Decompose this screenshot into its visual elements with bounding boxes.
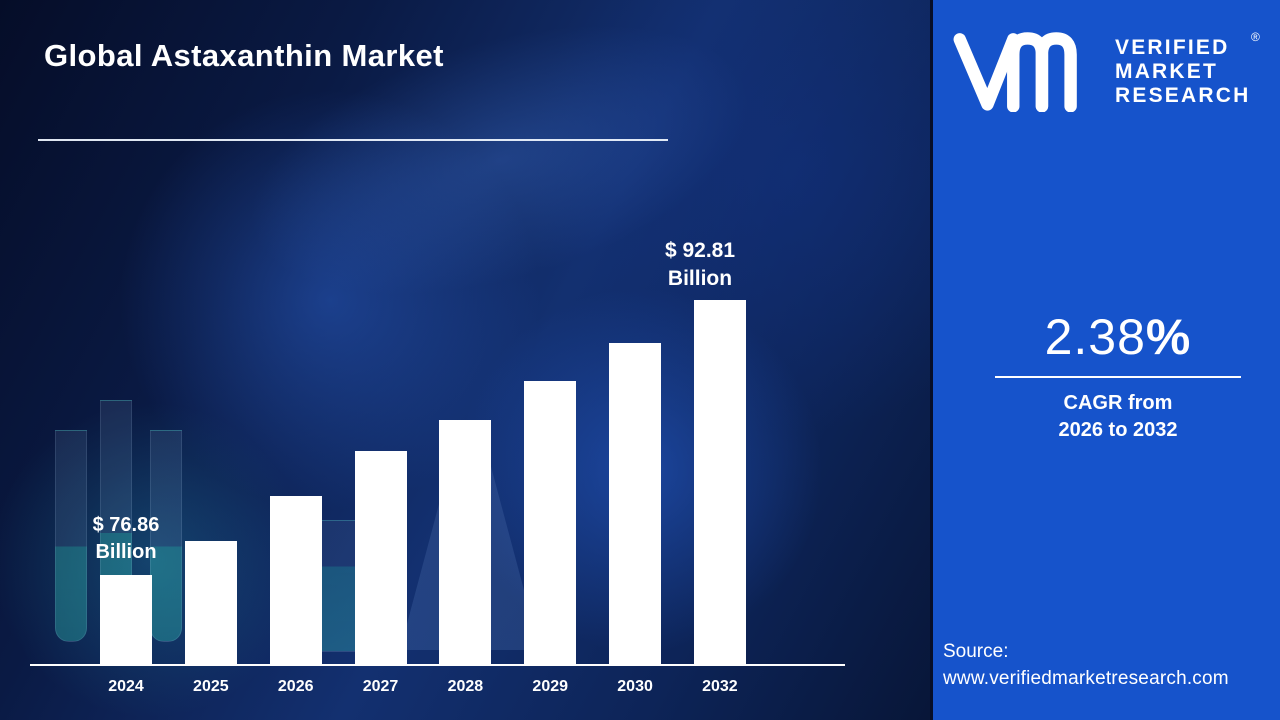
bar xyxy=(269,496,322,665)
x-axis-label: 2030 xyxy=(617,678,653,695)
cagr-value: 2.38% xyxy=(993,308,1243,366)
value-label-line: $ 76.86 xyxy=(92,514,160,536)
cagr-divider xyxy=(995,376,1241,378)
logo-word: MARKET xyxy=(1115,60,1219,83)
value-label-line: $ 92.81 xyxy=(664,239,736,262)
bar xyxy=(524,381,577,665)
x-axis-label: 2032 xyxy=(702,678,738,695)
x-axis-label: 2024 xyxy=(108,678,144,695)
vmr-logo-icon xyxy=(953,32,1077,112)
bar-group: 2028 xyxy=(437,420,493,698)
x-axis-label: 2025 xyxy=(193,678,229,695)
bar xyxy=(439,420,492,665)
cagr-caption: CAGR from 2026 to 2032 xyxy=(995,390,1241,444)
title-underline xyxy=(38,139,668,141)
bar-chart: 2024 2025 2026 2027 2028 2029 2030 2032 xyxy=(98,228,748,698)
logo-wordmark: VERIFIED MARKET RESEARCH xyxy=(1115,36,1250,108)
bar xyxy=(609,343,662,665)
logo-word: VERIFIED xyxy=(1115,36,1230,59)
bar xyxy=(354,451,407,665)
logo-word: RESEARCH xyxy=(1115,84,1251,107)
bar-group: 2025 xyxy=(183,541,239,698)
percent-sign: % xyxy=(1145,309,1192,365)
value-label-line: Billion xyxy=(667,267,733,290)
bar-group: 2024 xyxy=(98,575,154,698)
registered-trademark: ® xyxy=(1251,30,1260,44)
bar-group: 2027 xyxy=(353,451,409,698)
x-axis-label: 2028 xyxy=(447,678,484,695)
bar-group: 2032 xyxy=(692,300,748,698)
x-axis-label: 2026 xyxy=(277,678,314,695)
page-title: Global Astaxanthin Market xyxy=(44,38,444,73)
x-axis-label: 2027 xyxy=(362,678,399,695)
source-url[interactable]: www.verifiedmarketresearch.com xyxy=(943,668,1229,689)
bar xyxy=(184,541,237,665)
bar-group: 2026 xyxy=(268,496,324,698)
bar xyxy=(693,300,746,665)
side-panel: VERIFIED MARKET RESEARCH ® 2.38% CAGR fr… xyxy=(930,0,1280,720)
value-label-2024: $ 76.86 Billion xyxy=(51,512,201,566)
x-axis-label: 2029 xyxy=(532,678,569,695)
cagr-number: 2.38 xyxy=(1044,309,1146,365)
chart-section: Global Astaxanthin Market 2024 2025 2026 20… xyxy=(0,0,930,720)
bar-group: 2030 xyxy=(607,343,663,698)
bar-group: 2029 xyxy=(522,381,578,698)
value-label-line: Billion xyxy=(95,541,157,563)
bar xyxy=(100,575,152,665)
value-label-2032: $ 92.81 Billion xyxy=(635,237,765,293)
cagr-caption-line: CAGR from xyxy=(1063,392,1173,414)
cagr-caption-line: 2026 to 2032 xyxy=(1058,419,1178,441)
source-label: Source: xyxy=(943,641,1009,662)
x-axis-line xyxy=(30,664,845,666)
source-block: Source: www.verifiedmarketresearch.com xyxy=(943,638,1277,692)
